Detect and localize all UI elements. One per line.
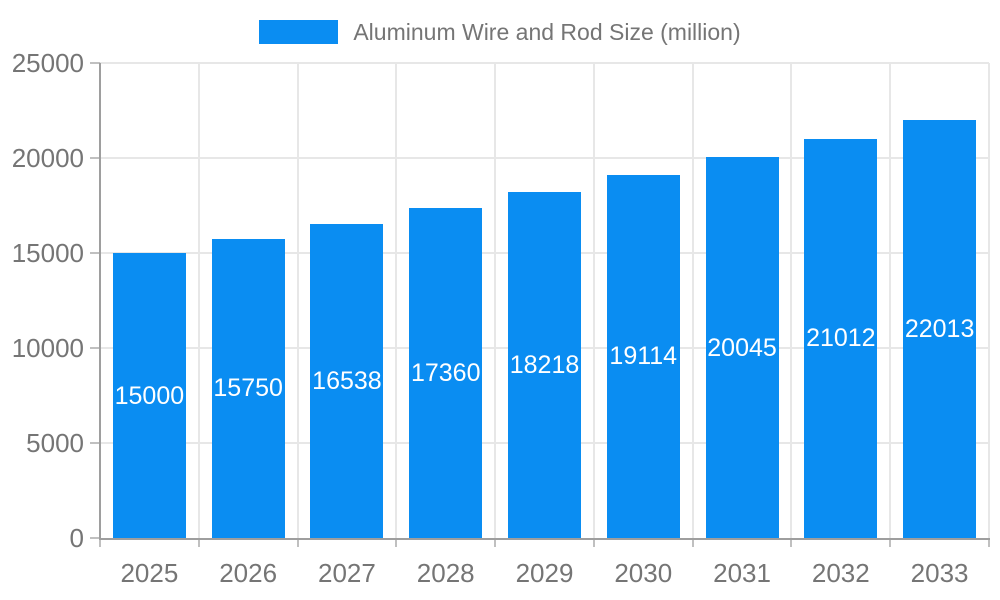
v-gridline xyxy=(988,63,990,538)
bar xyxy=(211,238,285,538)
x-tick-label: 2029 xyxy=(515,558,574,588)
x-tick-label: 2028 xyxy=(416,558,475,588)
v-gridline xyxy=(197,63,200,538)
bar-value-label: 15000 xyxy=(114,381,185,410)
y-axis-tick xyxy=(90,347,100,349)
legend-label: Aluminum Wire and Rod Size (million) xyxy=(353,19,741,45)
v-gridline xyxy=(296,63,299,538)
y-axis-tick xyxy=(90,62,100,64)
y-axis-tick xyxy=(90,252,100,254)
x-axis-tick xyxy=(494,538,497,547)
bar xyxy=(409,208,483,538)
bar-value-label: 15750 xyxy=(213,374,283,403)
bar-value-label: 19114 xyxy=(609,342,678,371)
bar xyxy=(705,157,779,538)
v-gridline xyxy=(395,63,398,538)
x-tick-label: 2025 xyxy=(120,558,179,588)
h-gridline xyxy=(100,157,989,159)
bar xyxy=(903,119,977,538)
x-axis-tick xyxy=(197,538,200,547)
bar-value-label: 22013 xyxy=(904,314,975,343)
x-axis-tick xyxy=(395,538,398,547)
y-tick-label: 0 xyxy=(69,523,84,553)
x-axis-line xyxy=(99,538,990,540)
bar xyxy=(112,253,186,538)
v-gridline xyxy=(889,63,892,538)
x-tick-label: 2026 xyxy=(219,558,278,588)
bar-value-label: 20045 xyxy=(707,333,777,362)
legend-swatch xyxy=(259,20,339,44)
y-tick-label: 5000 xyxy=(26,428,84,458)
bar xyxy=(606,174,680,538)
y-tick-label: 20000 xyxy=(11,143,84,173)
y-tick-label: 25000 xyxy=(11,48,84,78)
x-axis-tick xyxy=(790,538,793,547)
x-axis-tick xyxy=(988,538,990,547)
v-gridline xyxy=(790,63,793,538)
x-axis-tick xyxy=(691,538,694,547)
x-tick-label: 2031 xyxy=(713,558,771,588)
y-tick-label: 15000 xyxy=(11,238,84,268)
x-axis-tick xyxy=(592,538,595,547)
bar xyxy=(310,223,384,538)
x-axis-tick xyxy=(99,538,101,547)
bar-value-label: 21012 xyxy=(806,324,876,353)
bar xyxy=(508,191,581,538)
v-gridline xyxy=(494,63,497,538)
h-gridline xyxy=(100,62,989,64)
y-axis-tick xyxy=(90,537,100,539)
bar xyxy=(804,138,878,538)
x-axis-tick xyxy=(889,538,892,547)
x-tick-label: 2030 xyxy=(614,558,673,588)
x-axis-tick xyxy=(296,538,299,547)
bar-value-label: 18218 xyxy=(509,350,580,379)
v-gridline xyxy=(691,63,694,538)
v-gridline xyxy=(592,63,595,538)
x-tick-label: 2033 xyxy=(910,558,969,588)
y-axis-line xyxy=(99,63,101,540)
bar-value-label: 17360 xyxy=(410,359,481,388)
legend: Aluminum Wire and Rod Size (million) xyxy=(0,19,1000,45)
y-axis-tick xyxy=(90,442,100,444)
x-tick-label: 2027 xyxy=(318,558,376,588)
bar-value-label: 16538 xyxy=(312,366,382,395)
y-tick-label: 10000 xyxy=(11,333,84,363)
y-axis-tick xyxy=(90,157,100,159)
x-tick-label: 2032 xyxy=(811,558,870,588)
